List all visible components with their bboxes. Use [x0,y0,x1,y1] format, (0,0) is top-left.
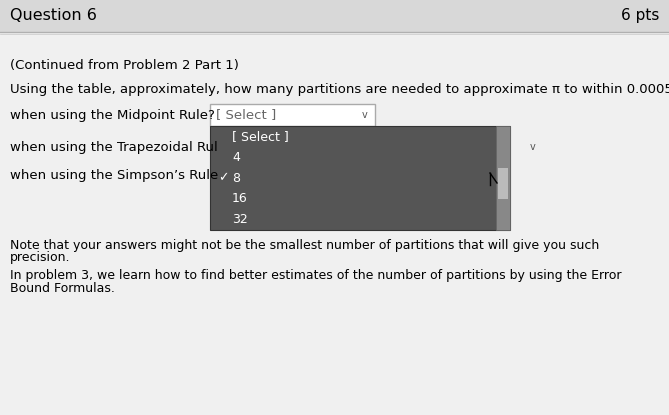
Text: 16: 16 [232,192,248,205]
Text: (Continued from Problem 2 Part 1): (Continued from Problem 2 Part 1) [10,59,239,71]
Text: In problem 3, we learn how to find better estimates of the number of partitions : In problem 3, we learn how to find bette… [10,269,622,281]
Text: 4: 4 [232,151,240,164]
Text: v: v [530,142,536,152]
Text: 6 pts: 6 pts [621,8,659,24]
Text: Note that your answers might not be the smallest number of partitions that will : Note that your answers might not be the … [10,239,599,251]
Text: Using the table, approximately, how many partitions are needed to approximate π : Using the table, approximately, how many… [10,83,669,97]
Text: [ Select ]: [ Select ] [216,108,276,122]
Text: 8: 8 [232,171,240,185]
Text: 32: 32 [232,213,248,226]
Text: [ Select ]: [ Select ] [232,130,289,143]
Bar [496,126,510,230]
Bar [0,0,669,32]
Text: when using the Trapezoidal Rul: when using the Trapezoidal Rul [10,141,217,154]
Text: when using the Midpoint Rule?: when using the Midpoint Rule? [10,108,215,122]
Text: Bound Formulas.: Bound Formulas. [10,281,115,295]
Text: v: v [362,110,368,120]
Bar [210,126,510,230]
Text: Question 6: Question 6 [10,8,97,24]
Text: ✓: ✓ [218,171,229,185]
Bar [498,168,508,199]
Text: precision.: precision. [10,251,70,264]
Text: when using the Simpson’s Rule: when using the Simpson’s Rule [10,168,218,181]
Bar [210,104,375,126]
